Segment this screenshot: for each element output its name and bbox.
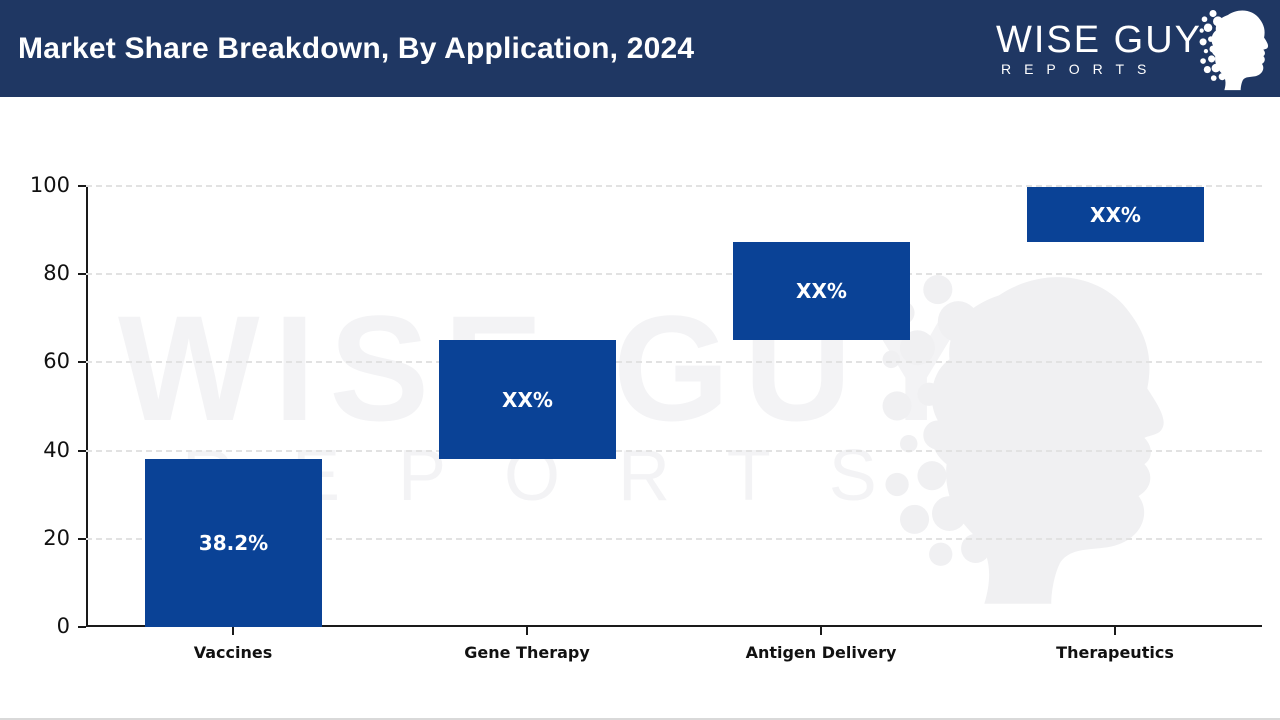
category-label-gene-therapy: Gene Therapy [464,643,590,662]
category-label-antigen-delivery: Antigen Delivery [745,643,897,662]
ytick-label-20: 20 [43,525,70,550]
logo-head-icon [1199,9,1269,90]
ytick-80 [78,273,86,276]
ytick-label-40: 40 [43,437,70,462]
waterfall-chart: WISE GUY REPORTS 0 20 40 60 80 100 38.2% Vaccin… [0,97,1280,718]
category-label-therapeutics: Therapeutics [1056,643,1174,662]
ytick-0 [78,626,86,628]
gridline-100 [86,185,1262,187]
xtick-vaccines [232,627,234,635]
bar-label-vaccines: 38.2% [198,531,269,555]
bar-antigen-delivery: XX% [733,242,910,340]
bar-therapeutics: XX% [1027,187,1204,242]
ytick-20 [78,537,86,540]
bottom-border [0,718,1280,720]
bar-gene-therapy: XX% [439,340,616,459]
xtick-therapeutics [1114,627,1116,635]
gridline-20 [86,537,1262,540]
page-title: Market Share Breakdown, By Application, … [18,31,695,65]
logo-subtitle: REPORTS [1000,60,1160,77]
ytick-label-100: 100 [29,173,70,197]
gridline-60 [86,361,1262,364]
header: Market Share Breakdown, By Application, … [0,0,1280,97]
logo-text: WISE GUY REPORTS [996,20,1202,78]
logo-wordmark: WISE GUY [995,18,1202,61]
bar-vaccines: 38.2% [145,459,322,627]
watermark-head-icon [882,275,1164,604]
ytick-label-80: 80 [43,261,70,286]
ytick-label-0: 0 [56,614,70,638]
ytick-label-60: 60 [43,349,70,374]
ytick-60 [78,361,86,364]
gridline-40 [86,449,1262,452]
wise-guy-reports-logo: WISE GUY REPORTS [996,6,1274,92]
bar-label-gene-therapy: XX% [502,387,553,412]
xtick-antigen-delivery [820,627,822,635]
gridline-80 [86,273,1262,276]
ytick-40 [78,449,86,452]
ytick-100 [78,185,86,187]
bar-label-antigen-delivery: XX% [796,279,847,303]
bar-label-therapeutics: XX% [1090,202,1141,227]
xtick-gene-therapy [526,627,528,635]
category-label-vaccines: Vaccines [193,643,273,662]
